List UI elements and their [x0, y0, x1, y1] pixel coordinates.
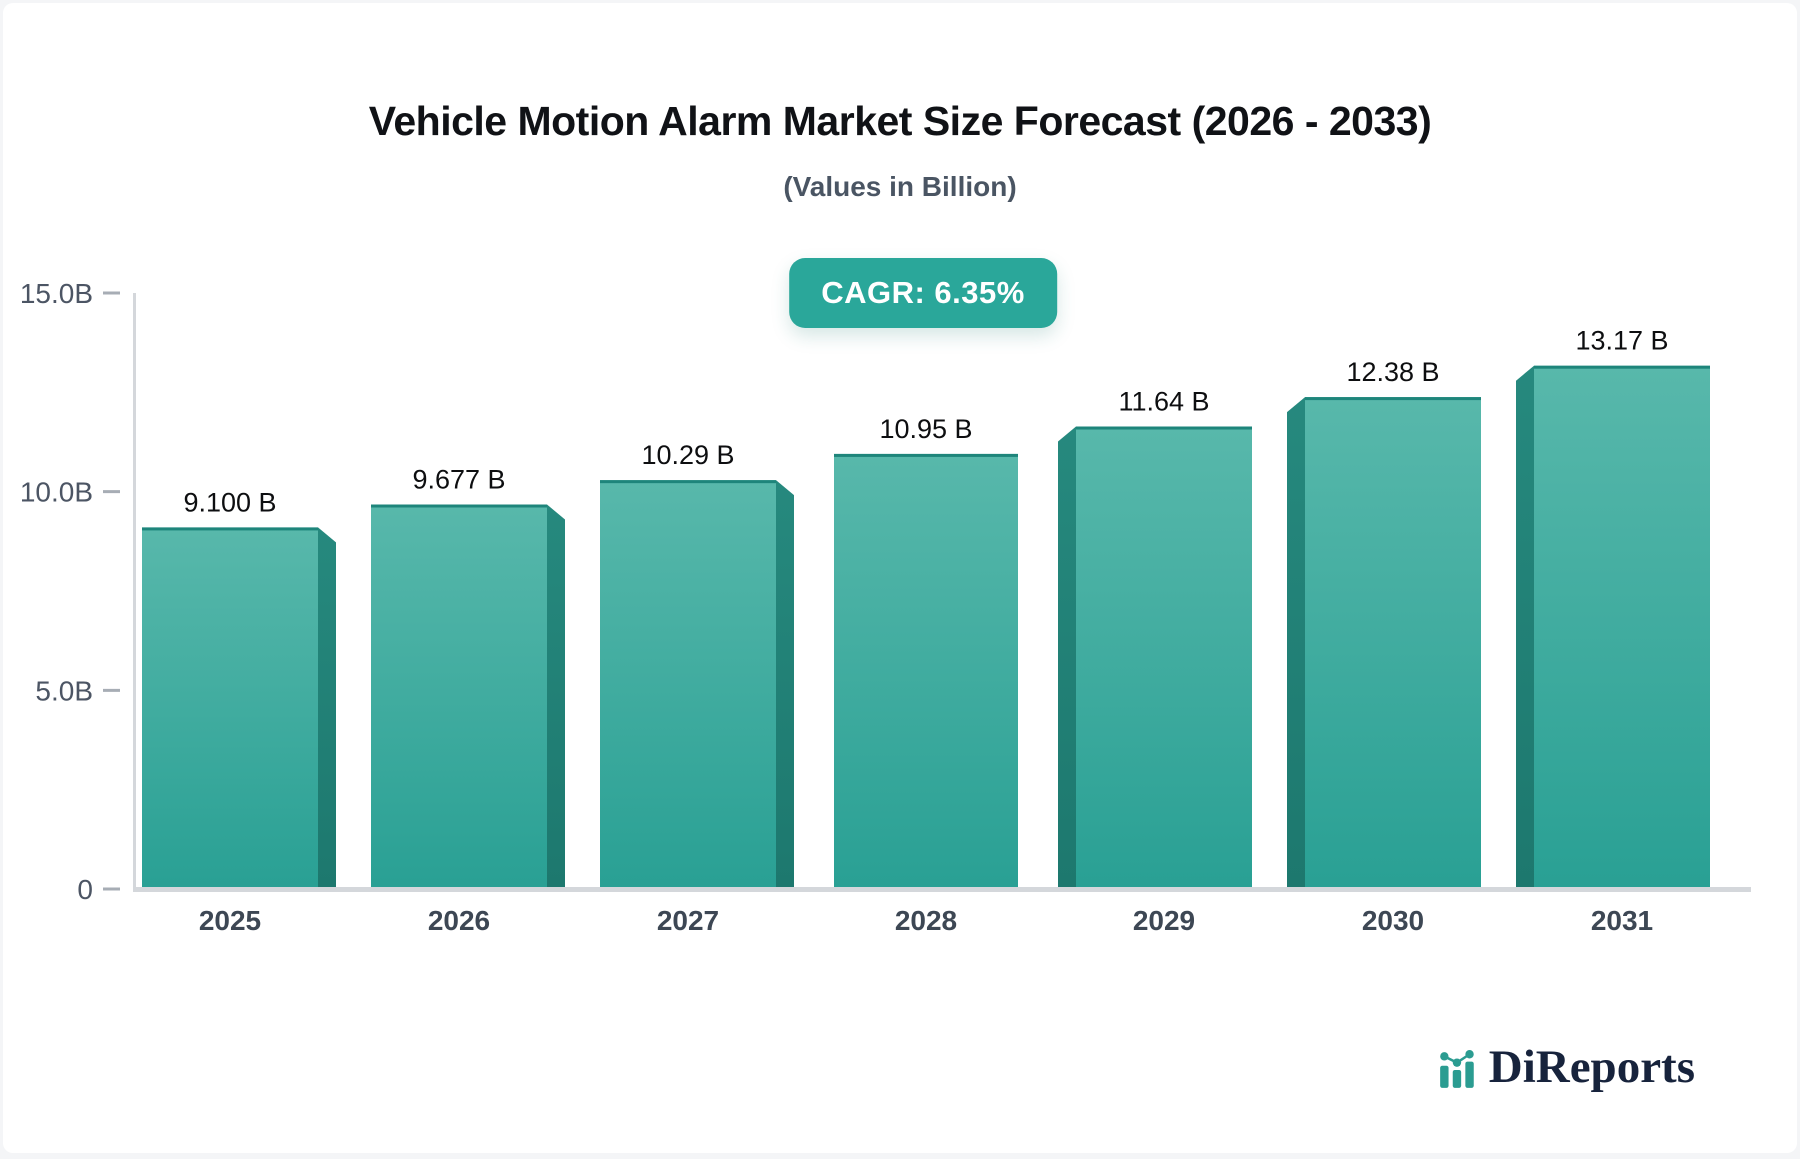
x-tick-label: 2029	[1133, 905, 1195, 936]
bar-top-edge	[1076, 426, 1252, 430]
bar-top-edge	[834, 453, 1018, 457]
chart-card: Vehicle Motion Alarm Market Size Forecas…	[3, 3, 1797, 1153]
direports-logo-text: DiReports	[1488, 1041, 1695, 1093]
direports-logo: DiReports	[1435, 1044, 1695, 1091]
y-tick-label: 0	[77, 874, 93, 905]
bar	[1305, 397, 1481, 889]
bar-chart: 0 5.0B 10.0B 15.0B 9.100 B 2025 9.677 B 2026 10.…	[20, 278, 1751, 936]
y-tick-label: 5.0B	[35, 675, 93, 706]
bar-top-edge	[142, 527, 318, 531]
bar-value-label: 13.17 B	[1575, 326, 1668, 356]
bar-top-edge	[1534, 365, 1710, 369]
bar-value-label: 9.100 B	[183, 487, 276, 517]
bar	[1534, 365, 1710, 889]
bar-side-panel	[1287, 397, 1305, 889]
bar	[142, 527, 318, 889]
bar-top-edge	[600, 480, 776, 484]
cagr-badge: CAGR: 6.35%	[789, 258, 1057, 328]
x-tick-label: 2025	[199, 905, 261, 936]
bar-side-panel	[776, 480, 794, 889]
bar-side-panel	[547, 504, 565, 889]
page-title: Vehicle Motion Alarm Market Size Forecas…	[368, 98, 1432, 144]
x-axis-line	[133, 887, 1751, 892]
x-tick-label: 2027	[657, 905, 719, 936]
bar	[834, 453, 1018, 889]
direports-logo-icon	[1439, 1050, 1474, 1088]
bar-value-label: 10.95 B	[879, 414, 972, 444]
y-tick-label: 15.0B	[20, 278, 93, 309]
bar	[600, 480, 776, 889]
x-tick-label: 2031	[1591, 905, 1653, 936]
bar-value-label: 12.38 B	[1346, 357, 1439, 387]
bar-side-panel	[1058, 426, 1076, 889]
bar	[371, 504, 547, 889]
x-tick-label: 2030	[1362, 905, 1424, 936]
bar	[1076, 426, 1252, 889]
bar-value-label: 9.677 B	[412, 465, 505, 495]
bar-top-edge	[1305, 397, 1481, 401]
x-tick-label: 2028	[895, 905, 957, 936]
bar-value-label: 10.29 B	[641, 440, 734, 470]
bar-value-label: 11.64 B	[1118, 387, 1209, 417]
y-tick-label: 10.0B	[20, 477, 93, 508]
chart-subtitle: (Values in Billion)	[783, 171, 1017, 202]
x-tick-label: 2026	[428, 905, 490, 936]
bar-top-edge	[371, 504, 547, 508]
bar-side-panel	[318, 527, 336, 889]
bar-side-panel	[1516, 365, 1534, 889]
